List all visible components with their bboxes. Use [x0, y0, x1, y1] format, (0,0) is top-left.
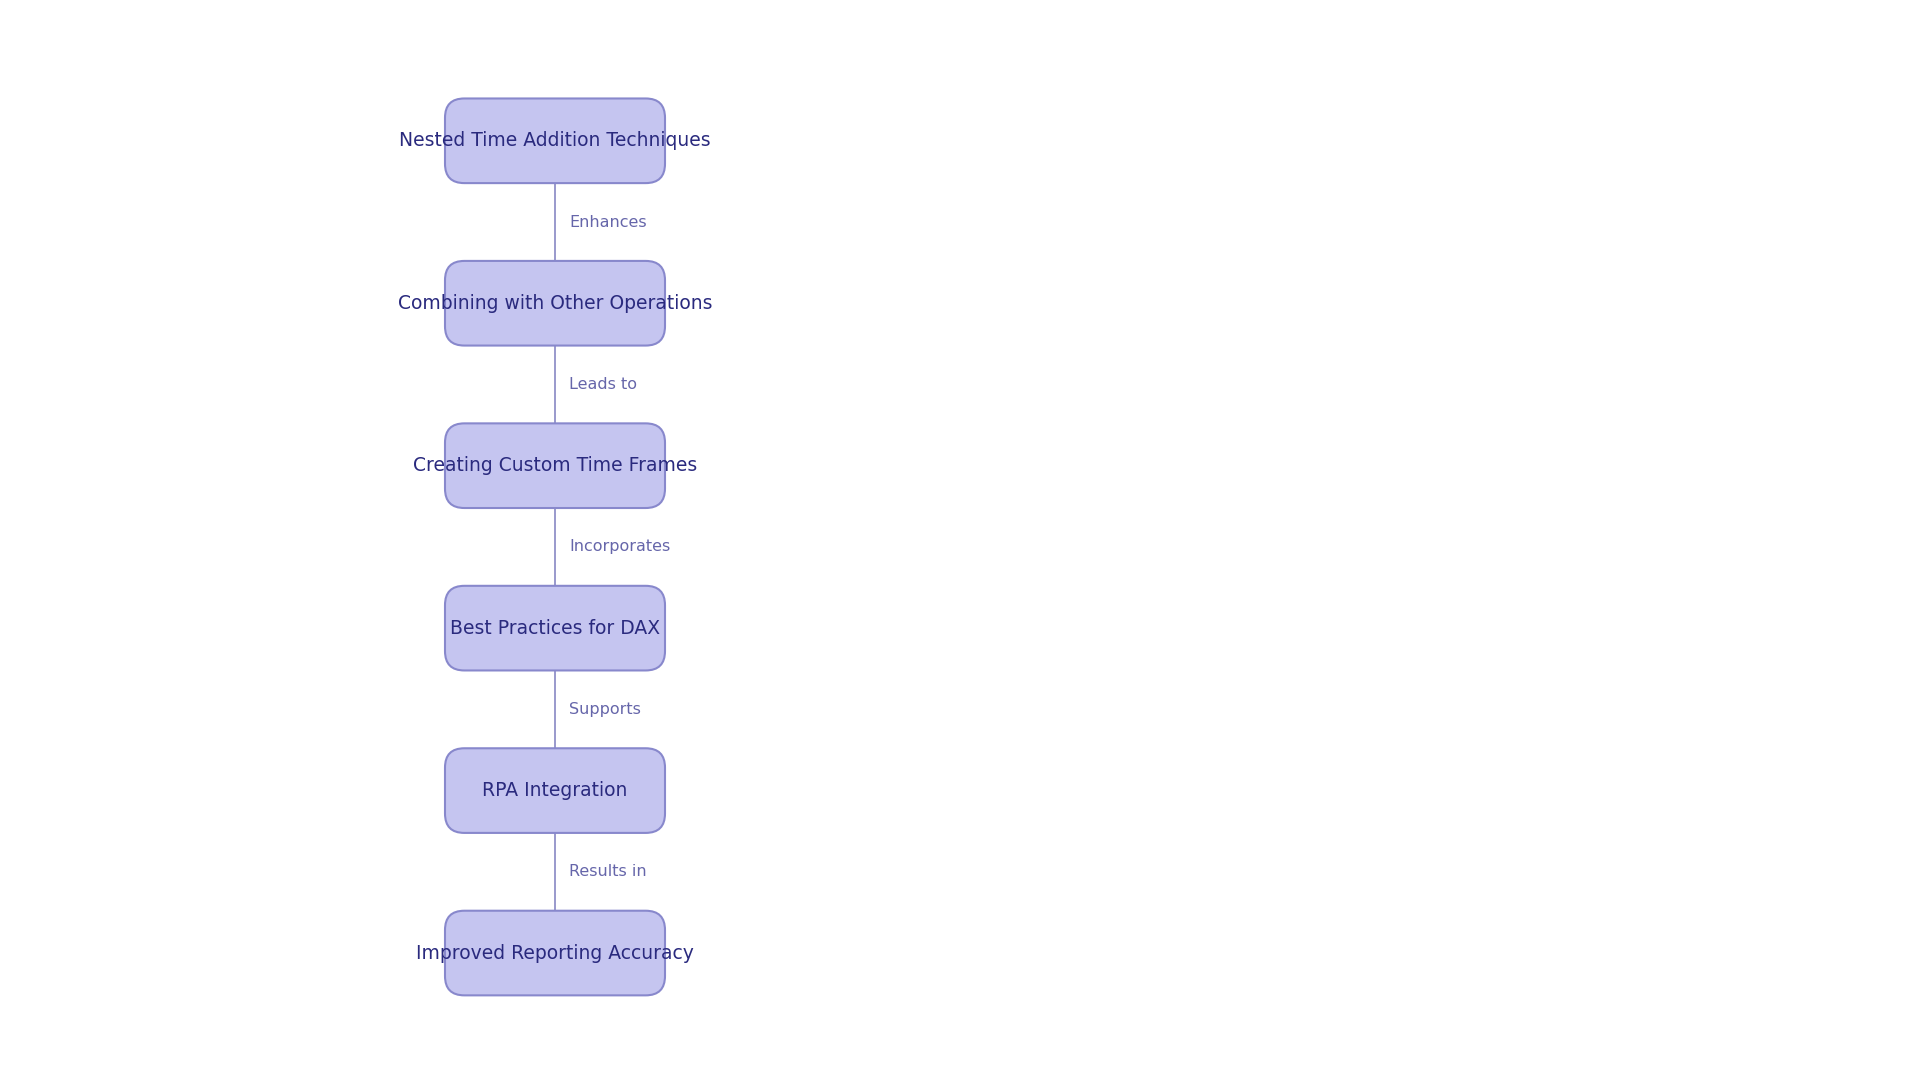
- Text: Creating Custom Time Frames: Creating Custom Time Frames: [413, 456, 697, 475]
- Text: Improved Reporting Accuracy: Improved Reporting Accuracy: [417, 943, 693, 963]
- Text: Incorporates: Incorporates: [568, 539, 670, 554]
- FancyBboxPatch shape: [445, 748, 664, 833]
- FancyBboxPatch shape: [445, 586, 664, 670]
- Text: Combining with Other Operations: Combining with Other Operations: [397, 293, 712, 313]
- Text: Results in: Results in: [568, 864, 647, 879]
- FancyBboxPatch shape: [445, 911, 664, 995]
- Text: Supports: Supports: [568, 702, 641, 717]
- FancyBboxPatch shape: [445, 261, 664, 345]
- Text: RPA Integration: RPA Integration: [482, 781, 628, 800]
- Text: Enhances: Enhances: [568, 214, 647, 230]
- Text: Nested Time Addition Techniques: Nested Time Addition Techniques: [399, 131, 710, 151]
- Text: Leads to: Leads to: [568, 377, 637, 392]
- FancyBboxPatch shape: [445, 423, 664, 508]
- Text: Best Practices for DAX: Best Practices for DAX: [449, 618, 660, 638]
- FancyBboxPatch shape: [445, 99, 664, 183]
